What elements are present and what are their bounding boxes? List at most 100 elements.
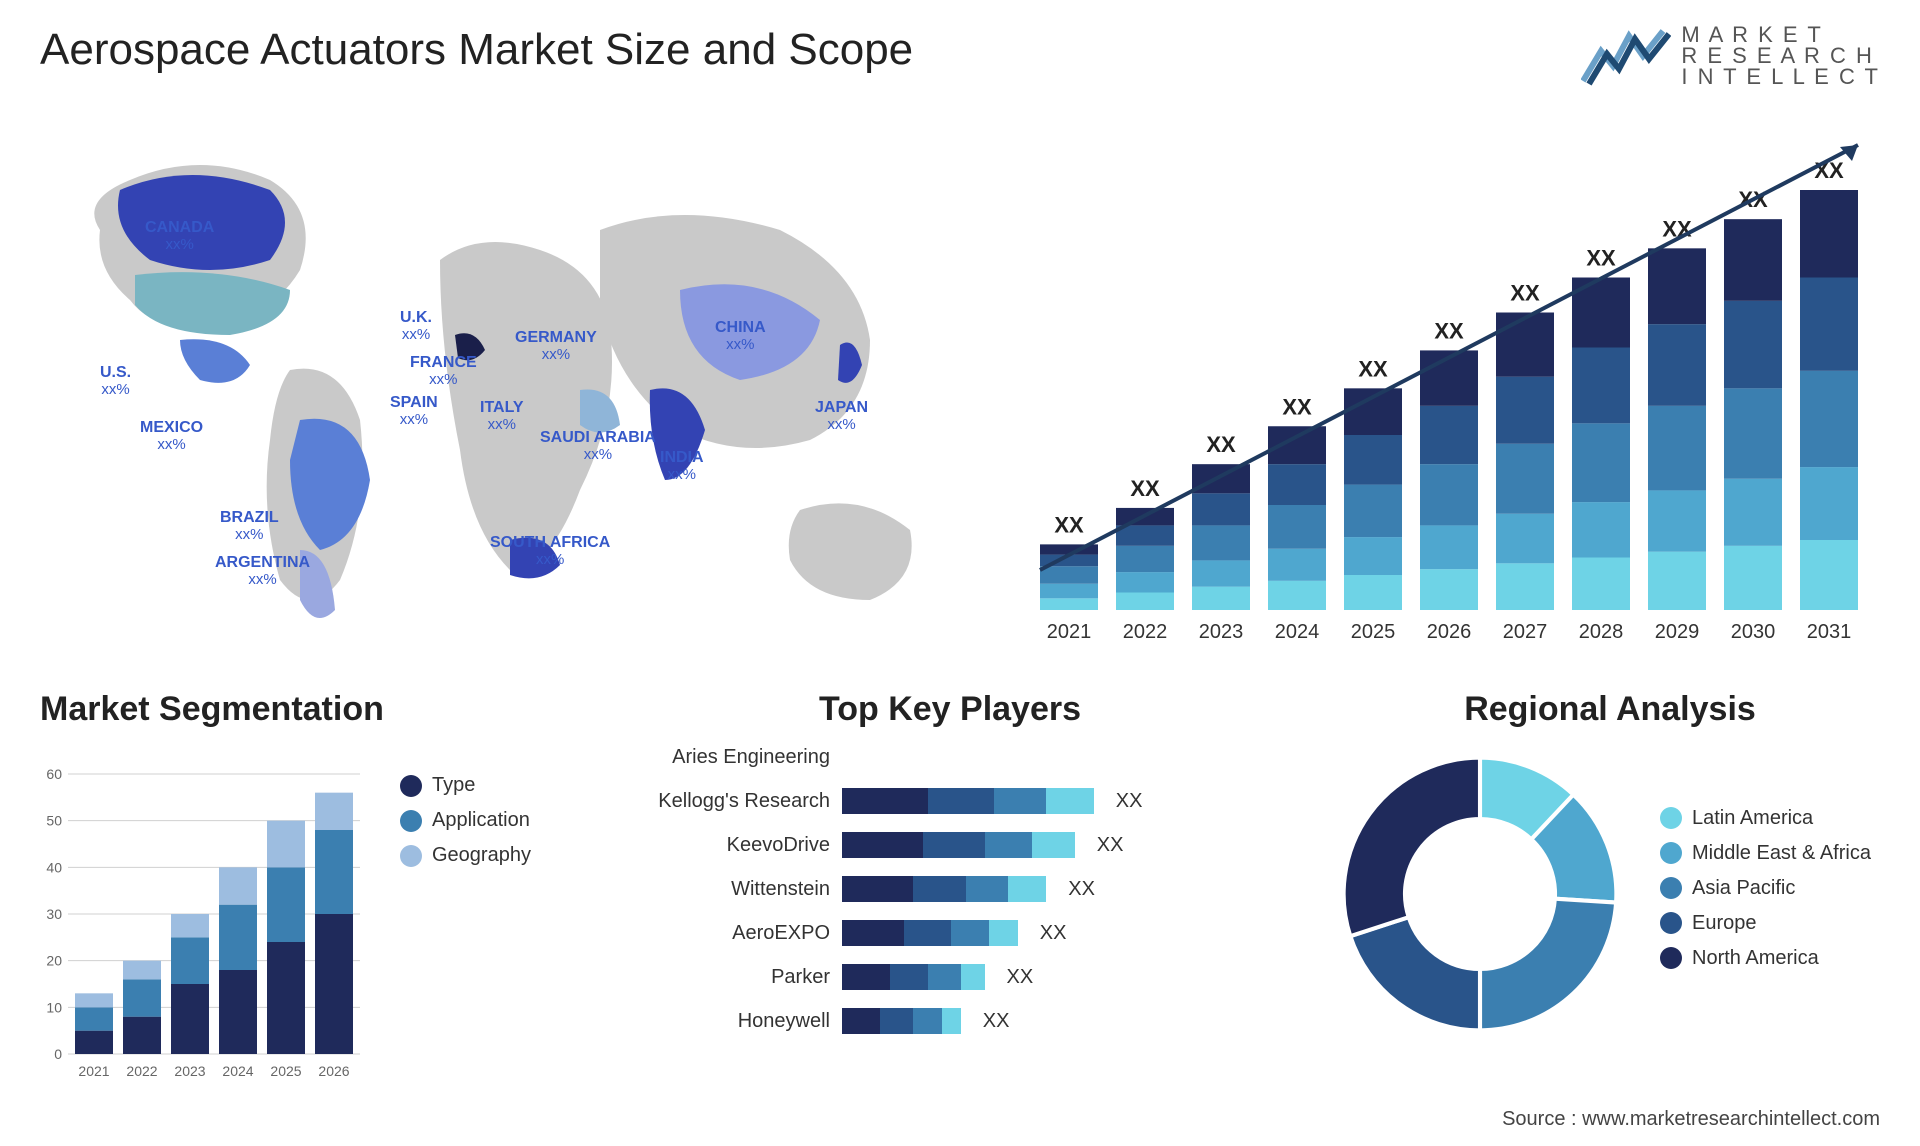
growth-bar-seg: [1648, 248, 1706, 324]
seg-bar: [219, 867, 257, 904]
seg-bar: [315, 830, 353, 914]
growth-bar-seg: [1268, 505, 1326, 549]
growth-bar-seg: [1344, 435, 1402, 485]
seg-bar: [75, 1007, 113, 1030]
donut-slice: [1480, 899, 1616, 1031]
map-label-india: INDIAxx%: [660, 450, 704, 483]
svg-text:XX: XX: [1510, 281, 1540, 306]
reg-legend-item: Europe: [1660, 912, 1871, 935]
growth-bar-seg: [1116, 546, 1174, 572]
growth-bar-seg: [1724, 219, 1782, 301]
growth-bar-seg: [1420, 525, 1478, 569]
growth-bar-seg: [1268, 581, 1326, 610]
map-label-italy: ITALYxx%: [480, 400, 524, 433]
growth-bar-seg: [1116, 572, 1174, 592]
seg-bar: [315, 914, 353, 1054]
growth-bar-seg: [1192, 560, 1250, 586]
seg-bar: [267, 867, 305, 942]
growth-bar-seg: [1648, 552, 1706, 610]
growth-bar-seg: [1192, 587, 1250, 610]
growth-bar-seg: [1116, 593, 1174, 611]
seg-legend-item: Application: [400, 809, 531, 832]
svg-text:2023: 2023: [174, 1063, 205, 1079]
seg-bar: [171, 914, 209, 937]
svg-text:2027: 2027: [1503, 621, 1548, 643]
key-player-row: ParkerXX: [640, 959, 1260, 995]
map-label-southafrica: SOUTH AFRICAxx%: [490, 535, 610, 568]
growth-bar-seg: [1800, 540, 1858, 610]
key-player-row: HoneywellXX: [640, 1003, 1260, 1039]
growth-bar-seg: [1344, 575, 1402, 610]
map-label-germany: GERMANYxx%: [515, 330, 597, 363]
segmentation-title: Market Segmentation: [40, 690, 570, 729]
logo: M A R K E T R E S E A R C H I N T E L L …: [1581, 25, 1880, 88]
svg-text:XX: XX: [1434, 318, 1464, 343]
map-label-argentina: ARGENTINAxx%: [215, 555, 310, 588]
svg-text:XX: XX: [1358, 356, 1388, 381]
reg-legend-item: Latin America: [1660, 807, 1871, 830]
world-map: CANADAxx% U.S.xx% MEXICOxx% BRAZILxx% ARGENT…: [40, 110, 960, 650]
svg-text:30: 30: [46, 906, 62, 922]
regional-legend: Latin AmericaMiddle East & AfricaAsia Pa…: [1660, 807, 1871, 982]
map-label-uk: U.K.xx%: [400, 310, 432, 343]
seg-bar: [123, 979, 161, 1016]
map-label-china: CHINAxx%: [715, 320, 766, 353]
seg-bar: [75, 1031, 113, 1054]
map-label-france: FRANCExx%: [410, 355, 477, 388]
growth-bar-seg: [1648, 490, 1706, 551]
svg-text:XX: XX: [1130, 476, 1160, 501]
seg-bar: [267, 821, 305, 868]
growth-bar-seg: [1724, 388, 1782, 478]
key-player-row: Aries Engineering: [640, 739, 1260, 775]
map-label-us: U.S.xx%: [100, 365, 131, 398]
reg-legend-item: North America: [1660, 947, 1871, 970]
svg-text:2029: 2029: [1655, 621, 1700, 643]
svg-text:2028: 2028: [1579, 621, 1624, 643]
svg-text:2026: 2026: [318, 1063, 349, 1079]
growth-bar-seg: [1496, 563, 1554, 610]
growth-bar-seg: [1344, 485, 1402, 538]
growth-bar-seg: [1344, 537, 1402, 575]
growth-bar-seg: [1572, 423, 1630, 502]
growth-bar-seg: [1572, 348, 1630, 424]
svg-text:50: 50: [46, 813, 62, 829]
seg-bar: [75, 993, 113, 1007]
map-label-saudiarabia: SAUDI ARABIAxx%: [540, 430, 656, 463]
map-label-canada: CANADAxx%: [145, 220, 214, 253]
seg-bar: [315, 793, 353, 830]
donut-slice: [1344, 758, 1480, 937]
svg-text:2024: 2024: [222, 1063, 253, 1079]
svg-text:10: 10: [46, 999, 62, 1015]
growth-bar-seg: [1800, 190, 1858, 278]
regional-panel: Regional Analysis Latin AmericaMiddle Ea…: [1330, 690, 1890, 1120]
page-title: Aerospace Actuators Market Size and Scop…: [40, 25, 913, 75]
map-region-mexico: [180, 339, 250, 383]
seg-bar: [171, 984, 209, 1054]
growth-bar-seg: [1648, 324, 1706, 406]
growth-bar-seg: [1420, 569, 1478, 610]
seg-legend-item: Geography: [400, 844, 531, 867]
growth-bar-seg: [1268, 464, 1326, 505]
svg-text:2030: 2030: [1731, 621, 1776, 643]
seg-bar: [219, 905, 257, 970]
logo-mark-icon: [1581, 26, 1671, 86]
growth-chart: XX2021XX2022XX2023XX2024XX2025XX2026XX20…: [1020, 110, 1880, 650]
map-label-japan: JAPANxx%: [815, 400, 868, 433]
segmentation-panel: Market Segmentation 01020304050602021202…: [40, 690, 570, 1120]
svg-text:2022: 2022: [126, 1063, 157, 1079]
seg-legend-item: Type: [400, 774, 531, 797]
map-label-brazil: BRAZILxx%: [220, 510, 279, 543]
growth-bar-seg: [1724, 301, 1782, 389]
map-label-mexico: MEXICOxx%: [140, 420, 203, 453]
svg-text:2021: 2021: [78, 1063, 109, 1079]
svg-text:XX: XX: [1282, 394, 1312, 419]
growth-bar-seg: [1040, 584, 1098, 599]
growth-bar-seg: [1192, 464, 1250, 493]
svg-text:2025: 2025: [270, 1063, 301, 1079]
reg-legend-item: Middle East & Africa: [1660, 842, 1871, 865]
seg-bar: [267, 942, 305, 1054]
svg-text:XX: XX: [1586, 246, 1616, 271]
svg-text:2024: 2024: [1275, 621, 1320, 643]
growth-bar-seg: [1496, 313, 1554, 377]
growth-bar-seg: [1420, 406, 1478, 464]
